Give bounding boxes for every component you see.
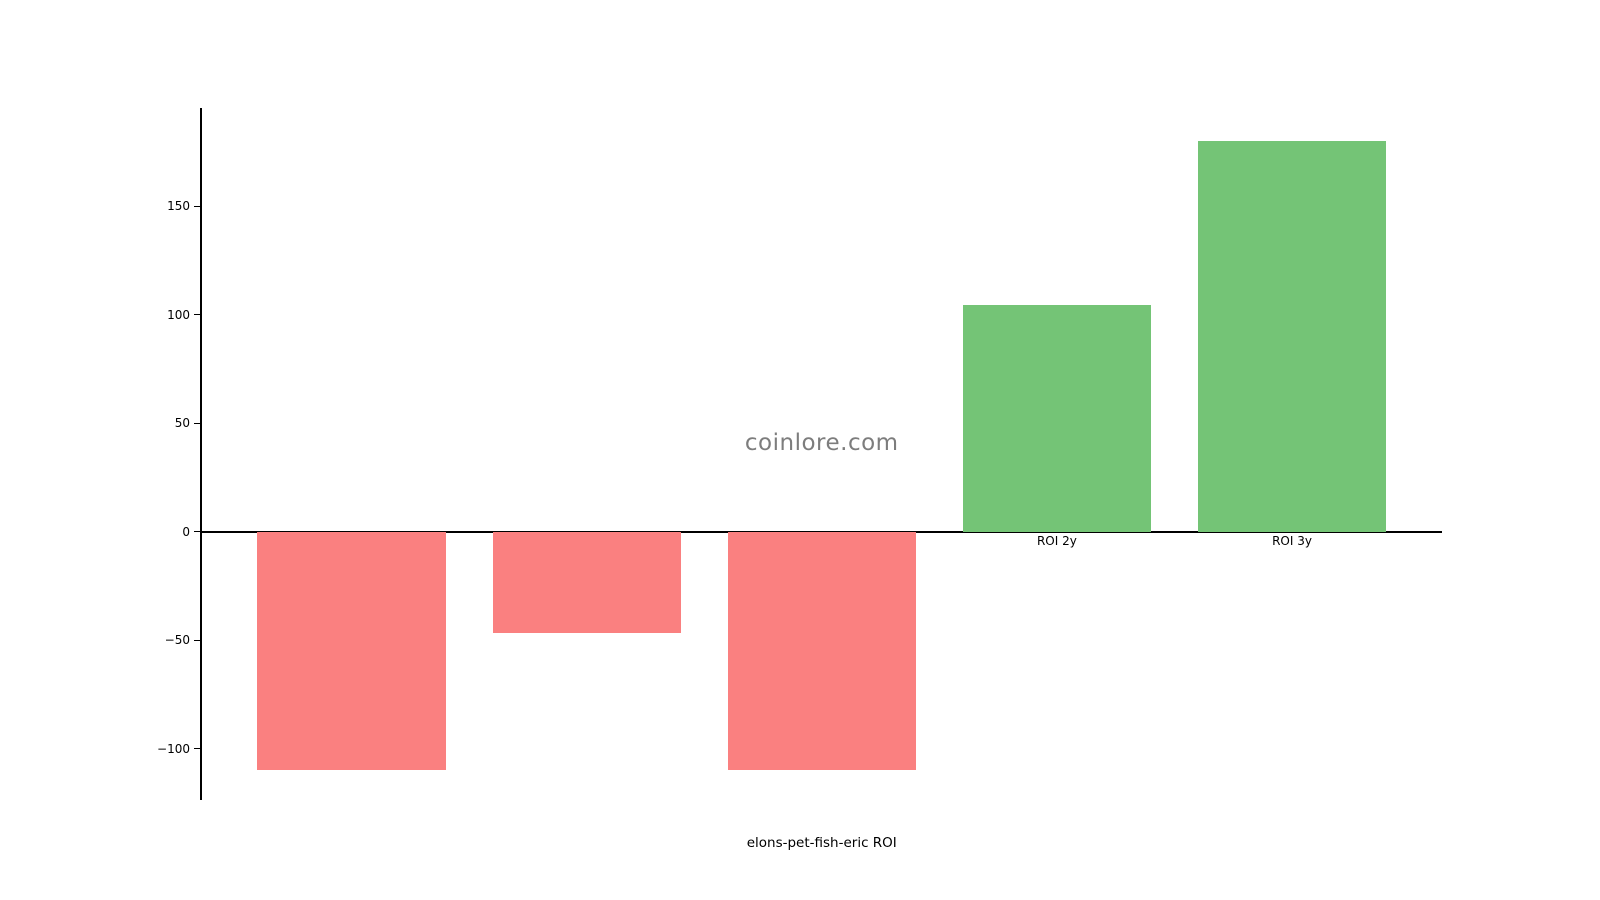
y-tick-label-150: 150 [167, 199, 190, 214]
y-tick-mark-−100 [193, 748, 201, 750]
y-tick-mark-100 [193, 314, 201, 316]
bar-roi-3y [1197, 141, 1387, 532]
y-tick-mark-0 [193, 531, 201, 533]
y-tick-label-−100: −100 [157, 741, 190, 756]
bar-3 [727, 531, 916, 771]
x-tick-label-roi-3y: ROI 3y [1272, 534, 1312, 549]
y-tick-mark-50 [193, 422, 201, 424]
bar-2 [492, 531, 681, 633]
y-tick-label-50: 50 [174, 416, 190, 431]
y-tick-label-0: 0 [182, 524, 190, 539]
y-tick-mark-−50 [193, 639, 201, 641]
y-tick-mark-150 [193, 205, 201, 207]
bar-1 [257, 531, 446, 771]
watermark: coinlore.com [744, 430, 899, 456]
x-tick-label-roi-2y: ROI 2y [1036, 534, 1077, 549]
y-axis-spine [200, 107, 202, 800]
bar-roi-2y [962, 304, 1151, 532]
chart-title: elons-pet-fish-eric ROI [746, 835, 897, 851]
y-tick-label-100: 100 [167, 307, 190, 322]
y-tick-label-−50: −50 [164, 633, 190, 648]
